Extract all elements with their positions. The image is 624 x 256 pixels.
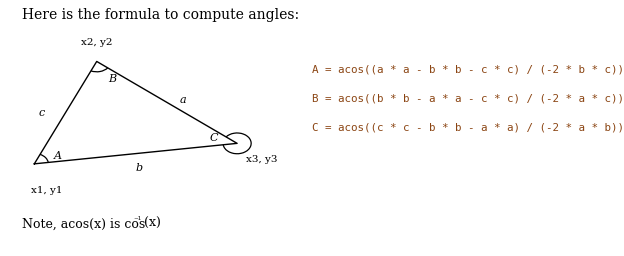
Text: b: b <box>135 163 142 173</box>
Text: A = acos((a * a - b * b - c * c) / (-2 * b * c)): A = acos((a * a - b * b - c * c) / (-2 *… <box>312 64 624 74</box>
Text: c: c <box>39 108 45 118</box>
Text: Here is the formula to compute angles:: Here is the formula to compute angles: <box>22 8 299 22</box>
Text: A: A <box>54 151 62 161</box>
Text: B: B <box>108 74 117 84</box>
Text: ⁻¹: ⁻¹ <box>133 216 141 225</box>
Text: C = acos((c * c - b * b - a * a) / (-2 * a * b)): C = acos((c * c - b * b - a * a) / (-2 *… <box>312 123 624 133</box>
Text: a: a <box>179 95 186 105</box>
Text: Note, acos(x) is cos: Note, acos(x) is cos <box>22 217 145 230</box>
Text: C: C <box>209 133 218 143</box>
Text: B = acos((b * b - a * a - c * c) / (-2 * a * c)): B = acos((b * b - a * a - c * c) / (-2 *… <box>312 93 624 103</box>
Text: (x): (x) <box>144 217 161 230</box>
Text: x3, y3: x3, y3 <box>246 155 278 164</box>
Text: x2, y2: x2, y2 <box>81 38 112 47</box>
Text: x1, y1: x1, y1 <box>31 186 62 195</box>
